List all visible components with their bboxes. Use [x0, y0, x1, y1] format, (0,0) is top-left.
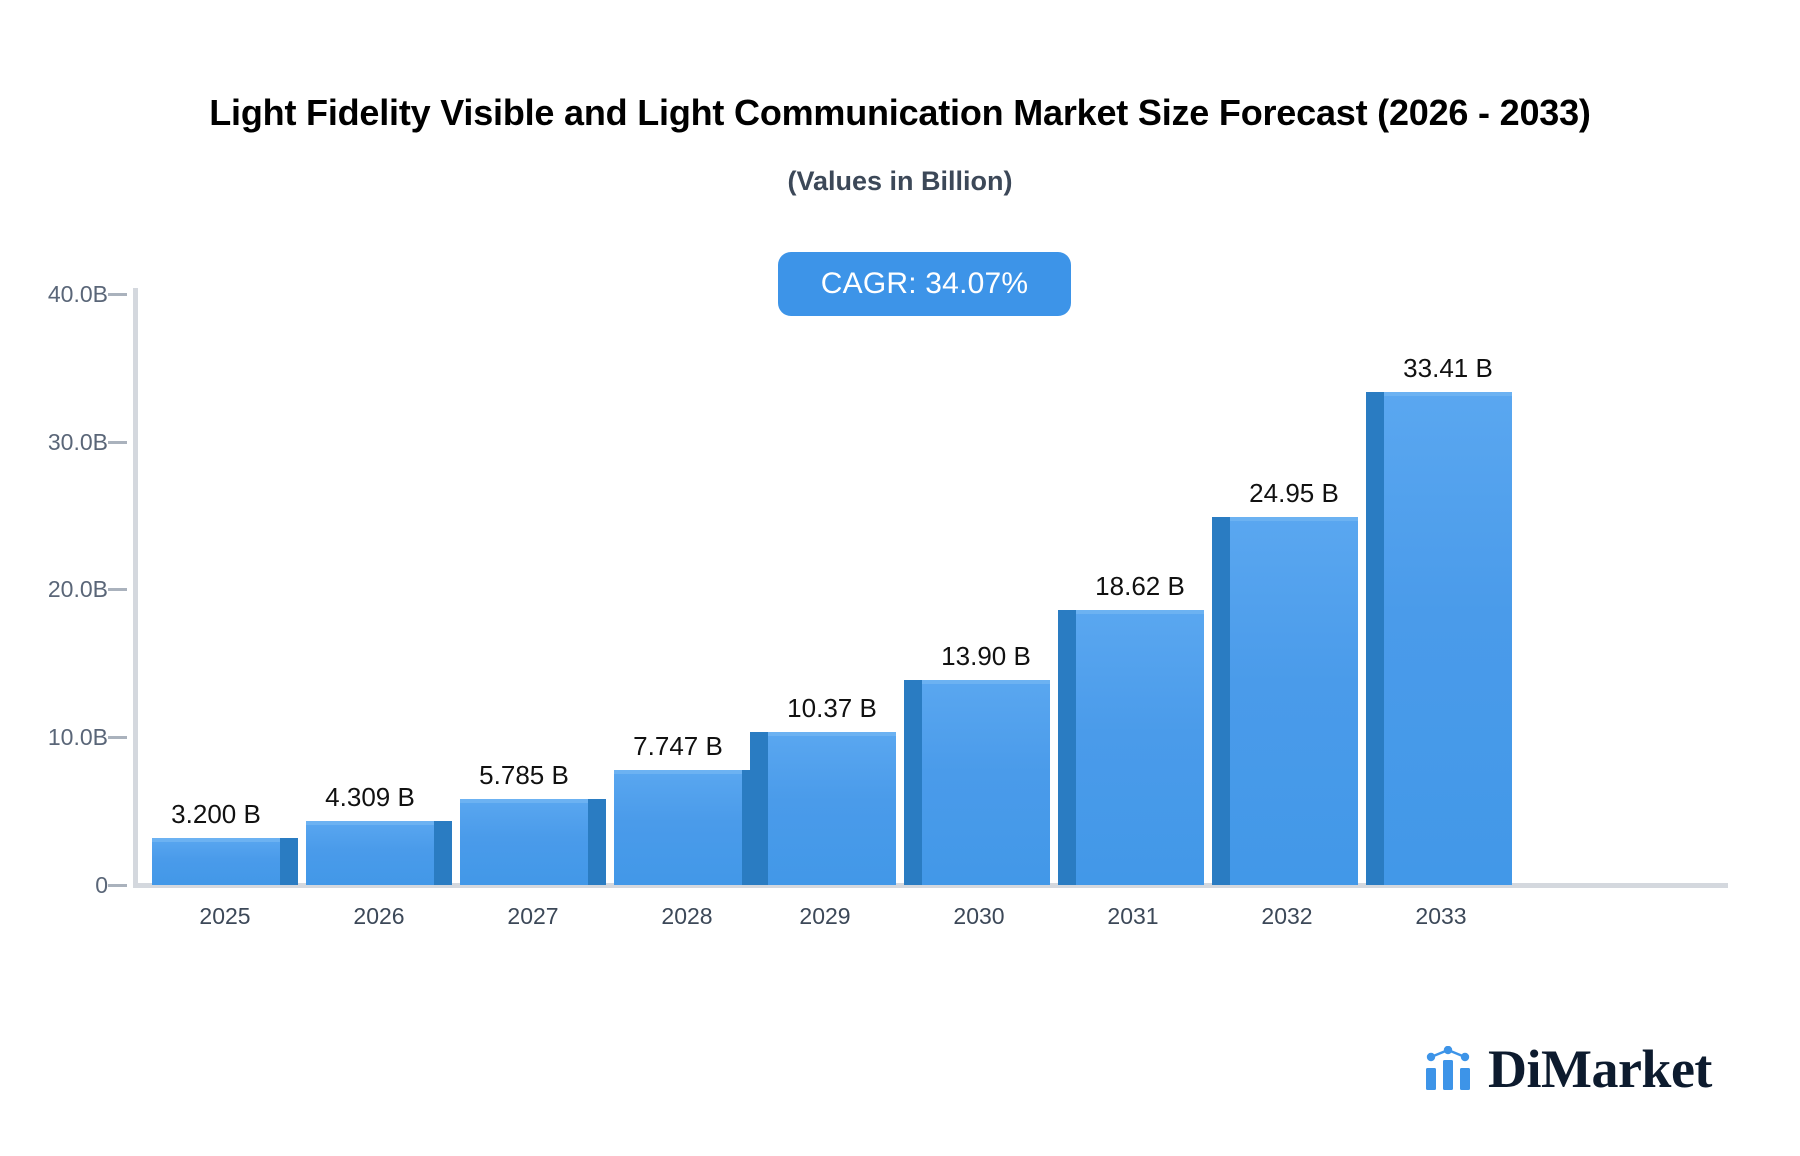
- bar-value-label: 7.747 B: [633, 731, 723, 761]
- bar-side-face: [434, 821, 452, 885]
- bar-chart-icon: [1426, 1046, 1470, 1090]
- bar-2031[interactable]: 18.62 B: [1058, 571, 1204, 885]
- y-tick-mark: [108, 884, 127, 887]
- x-tick-label-2032: 2032: [1261, 903, 1313, 929]
- bar-value-label: 24.95 B: [1249, 478, 1339, 508]
- x-tick-label-2030: 2030: [953, 903, 1005, 929]
- bar-2025[interactable]: 3.200 B: [152, 799, 298, 885]
- bar-front-face: [1384, 392, 1512, 885]
- bar-top-cap: [1384, 392, 1512, 396]
- y-tick-mark: [108, 441, 127, 444]
- x-tick-label-2025: 2025: [199, 903, 251, 929]
- y-axis-line: [133, 288, 138, 886]
- bar-value-label: 5.785 B: [479, 760, 569, 790]
- bar-top-cap: [152, 838, 280, 842]
- bar-front-face: [922, 680, 1050, 885]
- y-tick-label: 40.0B: [47, 281, 108, 307]
- x-tick-label-2031: 2031: [1107, 903, 1159, 929]
- bar-front-face: [152, 838, 280, 885]
- bar-front-face: [614, 770, 742, 885]
- bar-top-cap: [1076, 610, 1204, 614]
- bar-2028[interactable]: 7.747 B: [614, 731, 760, 885]
- cagr-badge-label: CAGR: 34.07%: [820, 267, 1029, 300]
- x-tick-label-2026: 2026: [353, 903, 405, 929]
- bar-front-face: [768, 732, 896, 885]
- x-tick-label-2033: 2033: [1415, 903, 1467, 929]
- bar-side-face: [280, 838, 298, 885]
- bar-2032[interactable]: 24.95 B: [1212, 478, 1358, 885]
- bar-2027[interactable]: 5.785 B: [460, 760, 606, 885]
- bar-value-label: 13.90 B: [941, 641, 1031, 671]
- x-tick-label-2029: 2029: [799, 903, 851, 929]
- bar-side-face: [750, 732, 768, 885]
- bar-side-face: [1366, 392, 1384, 885]
- page-title: Light Fidelity Visible and Light Communi…: [209, 92, 1591, 133]
- y-tick-label: 10.0B: [47, 724, 108, 750]
- bar-top-cap: [460, 799, 588, 803]
- bar-front-face: [1076, 610, 1204, 885]
- x-tick-label-2027: 2027: [507, 903, 559, 929]
- chart-subtitle: (Values in Billion): [787, 166, 1013, 196]
- bar-front-face: [1230, 517, 1358, 885]
- y-tick-label: 20.0B: [47, 576, 108, 602]
- bar-top-cap: [922, 680, 1050, 684]
- bar-top-cap: [306, 821, 434, 825]
- bar-side-face: [904, 680, 922, 885]
- brand-logo: DiMarket: [1424, 1042, 1712, 1096]
- bar-front-face: [306, 821, 434, 885]
- logo-text: DiMarket: [1488, 1039, 1712, 1099]
- x-axis-line: [133, 883, 1728, 888]
- bar-2030[interactable]: 13.90 B: [904, 641, 1050, 885]
- bar-value-label: 3.200 B: [171, 799, 261, 829]
- bar-top-cap: [614, 770, 742, 774]
- y-tick-label: 30.0B: [47, 429, 108, 455]
- x-tick-label-2028: 2028: [661, 903, 713, 929]
- bar-2026[interactable]: 4.309 B: [306, 782, 452, 885]
- bar-value-label: 4.309 B: [325, 782, 415, 812]
- bar-front-face: [460, 799, 588, 885]
- cagr-badge: CAGR: 34.07%: [778, 252, 1071, 316]
- bar-top-cap: [1230, 517, 1358, 521]
- bar-2033[interactable]: 33.41 B: [1366, 353, 1512, 885]
- y-tick-mark: [108, 588, 127, 591]
- bar-value-label: 18.62 B: [1095, 571, 1185, 601]
- bar-side-face: [1212, 517, 1230, 885]
- bar-side-face: [1058, 610, 1076, 885]
- y-tick-mark: [108, 736, 127, 739]
- bar-2029[interactable]: 10.37 B: [750, 693, 896, 885]
- bar-value-label: 33.41 B: [1403, 353, 1493, 383]
- bar-value-label: 10.37 B: [787, 693, 877, 723]
- y-tick-label: 0: [95, 872, 108, 898]
- bar-side-face: [588, 799, 606, 885]
- y-tick-mark: [108, 293, 127, 296]
- bar-top-cap: [768, 732, 896, 736]
